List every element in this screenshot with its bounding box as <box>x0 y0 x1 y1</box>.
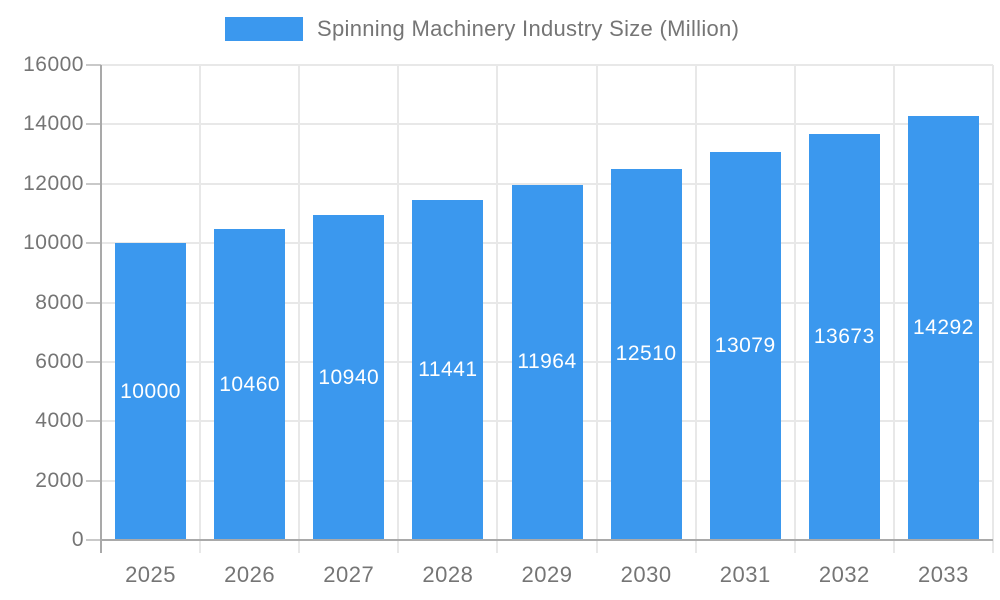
bar[interactable]: 13079 <box>709 151 781 540</box>
gridline-vertical <box>892 65 895 553</box>
y-tick-label: 2000 <box>35 468 84 492</box>
y-tick-label: 12000 <box>23 171 84 195</box>
bar[interactable]: 10940 <box>313 215 385 540</box>
x-tick-label: 2029 <box>521 562 573 587</box>
bar[interactable]: 14292 <box>907 115 979 540</box>
y-axis-tick <box>86 420 101 423</box>
bar-value-label: 10940 <box>318 365 380 389</box>
legend-label: Spinning Machinery Industry Size (Millio… <box>317 16 740 41</box>
x-tick-label: 2028 <box>422 562 474 587</box>
gridline-vertical <box>595 65 598 553</box>
gridline-horizontal <box>101 64 993 66</box>
gridline-vertical <box>992 65 994 553</box>
y-axis-tick <box>86 360 101 363</box>
y-tick-label: 14000 <box>23 112 84 136</box>
bar-value-label: 10000 <box>120 379 181 403</box>
x-tick-label: 2031 <box>719 562 771 587</box>
bar[interactable]: 11441 <box>412 200 484 540</box>
gridline-vertical <box>298 65 301 553</box>
x-tick-label: 2033 <box>917 562 969 587</box>
y-axis-tick <box>86 64 101 66</box>
bar[interactable]: 12510 <box>610 168 682 540</box>
x-tick-label: 2025 <box>125 562 177 587</box>
x-tick-label: 2027 <box>323 562 375 587</box>
gridline-horizontal <box>101 182 993 185</box>
y-axis-line <box>100 65 102 553</box>
y-axis-tick <box>86 301 101 304</box>
bar[interactable]: 10460 <box>214 229 286 540</box>
bar-value-label: 12510 <box>615 342 677 366</box>
y-tick-label: 10000 <box>23 231 84 255</box>
y-tick-label: 4000 <box>35 409 84 433</box>
y-axis-tick <box>86 539 101 541</box>
bar-value-label: 11441 <box>418 358 478 382</box>
gridline-vertical <box>199 65 202 553</box>
gridline-vertical <box>496 65 499 553</box>
y-axis-tick <box>86 479 101 482</box>
bar-value-label: 10460 <box>219 372 281 396</box>
gridline-vertical <box>793 65 796 553</box>
y-tick-label: 16000 <box>23 53 84 76</box>
y-tick-label: 0 <box>71 528 84 551</box>
bar-value-label: 13673 <box>813 325 875 349</box>
x-tick-label: 2030 <box>620 562 672 587</box>
x-axis-baseline <box>101 539 993 541</box>
y-axis-tick <box>86 123 101 126</box>
gridline-vertical <box>397 65 400 553</box>
y-tick-label: 8000 <box>35 290 84 314</box>
bar[interactable]: 11964 <box>511 184 583 540</box>
legend[interactable]: Spinning Machinery Industry Size (Millio… <box>225 15 739 43</box>
bar-value-label: 14292 <box>912 315 974 339</box>
gridline-horizontal <box>101 123 993 126</box>
y-axis-tick <box>86 242 101 245</box>
x-tick-label: 2032 <box>818 562 870 587</box>
bar[interactable]: 13673 <box>808 134 880 540</box>
bar-value-label: 11964 <box>517 350 577 374</box>
legend-swatch-icon <box>225 17 303 41</box>
y-axis-tick <box>86 182 101 185</box>
bar[interactable]: 10000 <box>115 243 187 540</box>
x-tick-label: 2026 <box>224 562 276 587</box>
gridline-vertical <box>694 65 697 553</box>
y-tick-label: 6000 <box>35 349 84 373</box>
bar-value-label: 13079 <box>714 333 776 357</box>
